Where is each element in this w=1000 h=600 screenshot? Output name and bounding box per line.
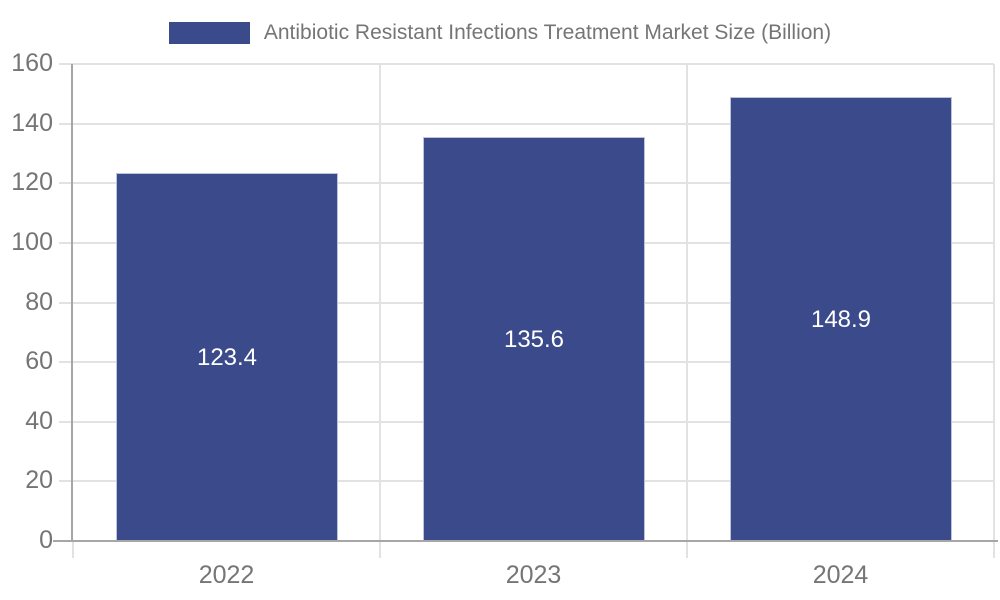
y-tick-label: 160: [11, 48, 53, 77]
y-tick-label: 100: [11, 227, 53, 256]
x-gridline: [993, 64, 995, 541]
x-gridline: [686, 64, 688, 541]
bar-2024[interactable]: 148.9: [730, 97, 952, 541]
y-tick: [59, 361, 73, 364]
y-tick-label: 140: [11, 108, 53, 137]
x-tick-label: 2024: [812, 561, 869, 589]
bar-2023[interactable]: 135.6: [423, 137, 645, 541]
bar-value-label: 148.9: [810, 305, 872, 333]
bar-2022[interactable]: 123.4: [116, 173, 338, 541]
x-tick: [993, 542, 995, 558]
y-tick-label: 80: [25, 287, 53, 316]
y-axis-line: [71, 64, 73, 542]
x-tick: [379, 542, 381, 558]
legend-swatch: [168, 22, 250, 44]
y-tick: [59, 480, 73, 483]
legend-label: Antibiotic Resistant Infections Treatmen…: [263, 21, 832, 44]
x-gridline: [379, 64, 381, 541]
y-tick: [59, 420, 73, 423]
y-gridline: [73, 63, 994, 65]
y-tick-label: 20: [25, 466, 53, 495]
y-tick: [59, 122, 73, 125]
y-tick: [59, 63, 73, 65]
y-tick-label: 120: [11, 168, 53, 197]
legend[interactable]: Antibiotic Resistant Infections Treatmen…: [0, 21, 1000, 45]
x-tick-label: 2023: [505, 561, 562, 589]
y-gridline: [73, 122, 994, 125]
bar-value-label: 123.4: [196, 343, 258, 371]
y-tick: [59, 182, 73, 185]
x-axis-line: [53, 540, 998, 542]
y-tick-label: 60: [25, 347, 53, 376]
y-tick: [59, 301, 73, 304]
y-tick: [59, 241, 73, 244]
x-tick: [686, 542, 688, 558]
x-tick-label: 2022: [198, 561, 255, 589]
y-tick-label: 40: [25, 406, 53, 435]
bar-value-label: 135.6: [503, 325, 565, 353]
x-tick: [72, 542, 74, 558]
y-tick-label: 0: [39, 525, 53, 554]
